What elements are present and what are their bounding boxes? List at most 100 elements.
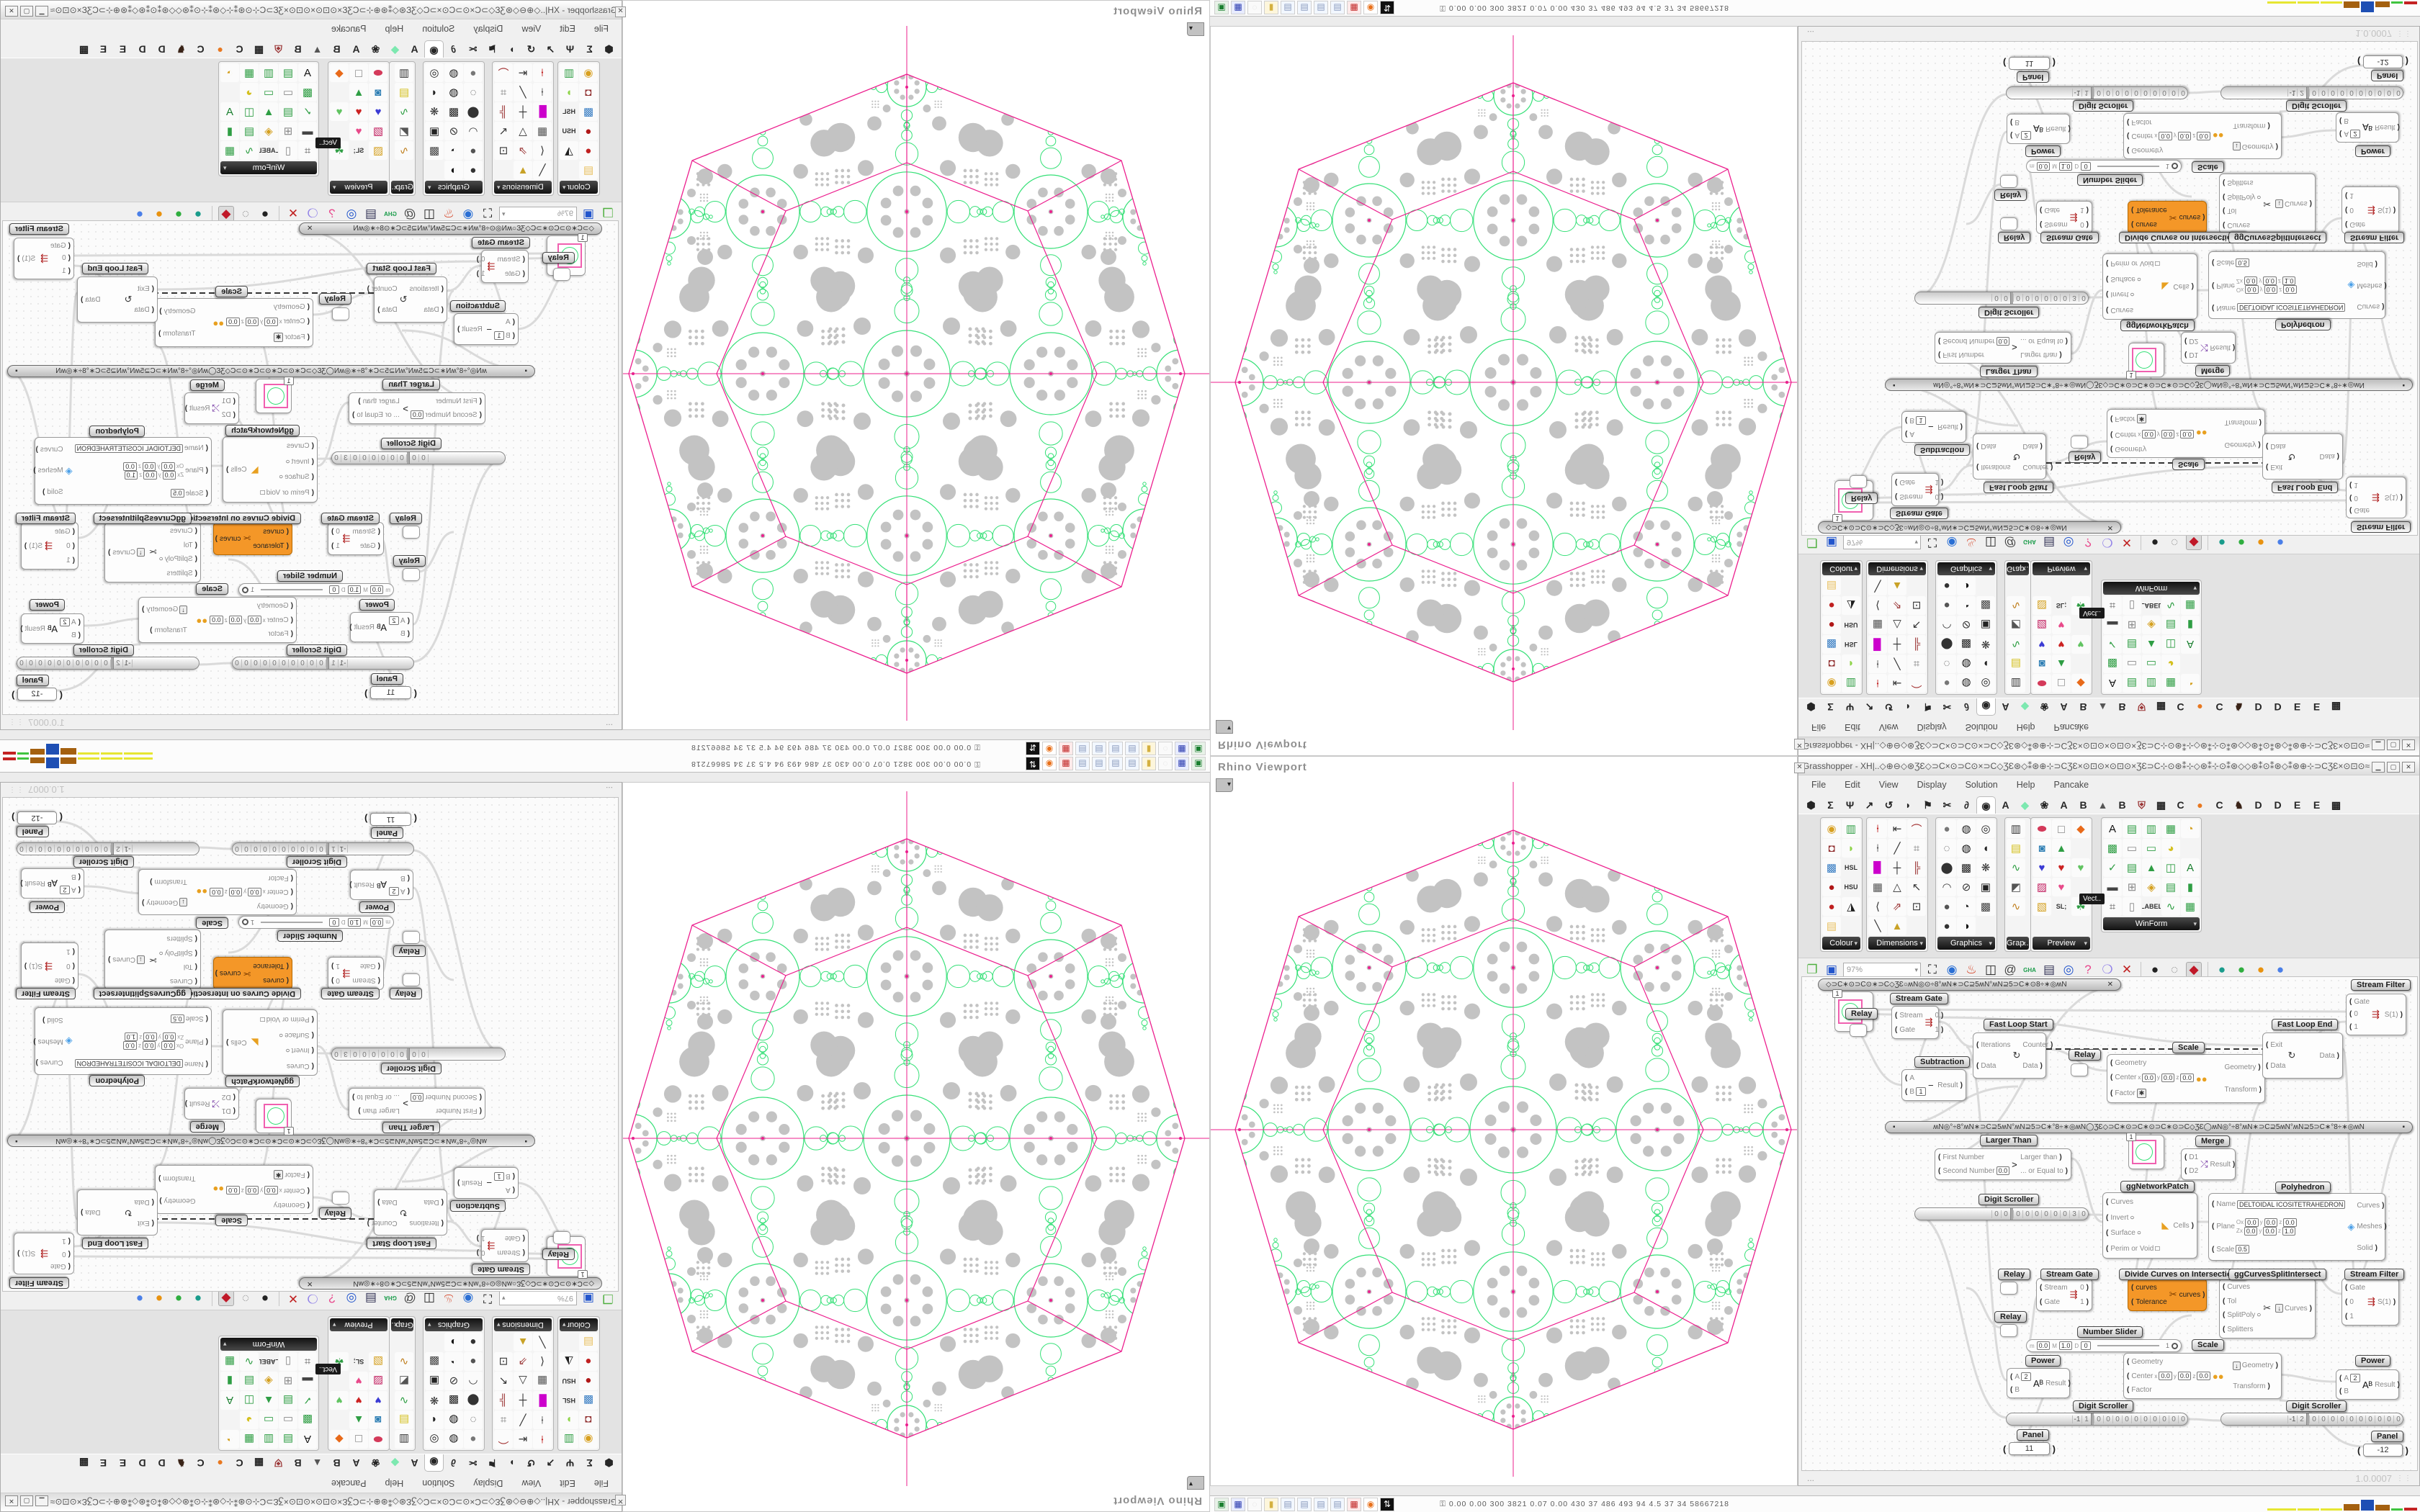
scroller-digit[interactable]: 0 xyxy=(83,659,92,667)
component-icon[interactable]: ⊡ xyxy=(494,1352,513,1371)
component-icon[interactable]: ▤ xyxy=(240,1372,259,1390)
node-output[interactable]: Transform xyxy=(2233,1382,2278,1390)
slider-value-box[interactable]: 0 xyxy=(2081,1341,2092,1350)
component-icon[interactable]: ◔ xyxy=(444,1352,463,1371)
sphere-green-icon[interactable]: ● xyxy=(174,1292,183,1305)
arrows-app-icon[interactable]: ⇅ xyxy=(1380,1497,1394,1511)
component-icon[interactable]: ● xyxy=(1822,878,1841,896)
node-stream_filter2[interactable]: Gate01⇶S(1) xyxy=(21,942,79,990)
plane-value-box[interactable]: 0.0 xyxy=(2244,276,2258,286)
scroller-digit[interactable]: 3 xyxy=(2069,1210,2079,1218)
node-label-stream_filter2[interactable]: Stream Filter xyxy=(15,513,76,524)
component-icon[interactable]: ⌗ xyxy=(494,83,513,102)
palette-label-colour[interactable]: Colour xyxy=(1822,937,1860,950)
node-input[interactable]: SplitPoly○ xyxy=(159,949,197,957)
firefox-icon[interactable]: ◉ xyxy=(1363,1,1378,15)
scroller-thumb[interactable] xyxy=(111,843,114,855)
menu-pancake[interactable]: Pancake xyxy=(2053,722,2089,733)
component-icon[interactable]: ◈ xyxy=(2142,616,2161,634)
scroller-digit[interactable]: 0 xyxy=(2079,294,2088,302)
component-icon[interactable]: ◘ xyxy=(1822,839,1841,858)
component-icon[interactable]: ▣ xyxy=(425,122,444,140)
node-output[interactable]: Data xyxy=(367,306,397,314)
component-icon[interactable]: ♥ xyxy=(2052,616,2071,634)
tab-mesh[interactable]: ⚑ xyxy=(1923,701,1932,713)
scroller-thumb[interactable] xyxy=(407,452,410,464)
node-label-stream_gate1[interactable]: Stream Gate xyxy=(1890,508,1948,519)
node-input[interactable]: First Number xyxy=(1938,1153,2009,1161)
terminal-icon[interactable]: ▣ xyxy=(1191,741,1206,755)
node-output[interactable]: Transform xyxy=(2224,418,2262,426)
node-power1[interactable]: A2BAᴮResult xyxy=(350,870,413,900)
plane-value-box[interactable]: 0.0 xyxy=(142,1041,156,1050)
plane-value-box[interactable]: 0.0 xyxy=(161,1041,175,1050)
scroller-digit[interactable]: 0 xyxy=(27,659,36,667)
component-icon[interactable]: ▲ xyxy=(259,1391,278,1410)
node-label-ggnetworkpatch[interactable]: ggNetworkPatch xyxy=(2120,1181,2195,1192)
tab-e-plugin[interactable]: E xyxy=(2293,701,2301,713)
node-label-ds_left[interactable]: Digit Scroller xyxy=(286,644,347,656)
folder-icon[interactable]: ▮ xyxy=(1264,1,1278,15)
scale-value-box[interactable]: 0.5 xyxy=(2236,1245,2249,1254)
node-stream_filter2[interactable]: Gate01⇶S(1) xyxy=(2341,186,2399,234)
value-box[interactable]: 2 xyxy=(59,618,70,627)
node-output[interactable]: 0 xyxy=(331,528,340,536)
component-icon[interactable]: ● xyxy=(1937,819,1956,838)
component-icon[interactable]: ● xyxy=(464,1333,483,1351)
value-box[interactable]: 0.0 xyxy=(2177,132,2192,140)
component-icon[interactable]: △ xyxy=(1888,616,1906,634)
component-icon[interactable]: ☘ xyxy=(2071,897,2090,916)
node-output[interactable]: ↓ Curves xyxy=(108,955,145,964)
palette-label-graphics[interactable]: Graphics xyxy=(425,181,483,194)
node-input[interactable]: Stream xyxy=(352,977,380,985)
node-input[interactable]: B xyxy=(2339,117,2360,125)
relay-node[interactable] xyxy=(403,931,420,944)
component-icon[interactable]: ◮ xyxy=(560,1352,578,1371)
component-icon[interactable]: ◔ xyxy=(1957,596,1976,615)
node-output[interactable]: Result xyxy=(2210,1161,2236,1169)
node-input[interactable]: A xyxy=(1905,430,1926,438)
node-input[interactable]: Geometry xyxy=(2110,445,2194,453)
component-icon[interactable]: ▥ xyxy=(259,63,278,82)
scroller-digit[interactable]: 0 xyxy=(2318,89,2328,97)
value-box[interactable]: 2 xyxy=(2021,130,2032,140)
component-icon[interactable]: ◗ xyxy=(560,83,578,102)
sphere-dark-icon[interactable]: ● xyxy=(261,1292,269,1305)
tab-e-plugin[interactable]: E xyxy=(2313,799,2321,811)
plane-value-box[interactable]: 1.0 xyxy=(2282,1226,2296,1236)
node-output[interactable]: Result xyxy=(20,625,45,633)
component-icon[interactable]: ◍ xyxy=(1957,839,1976,858)
scroller-digit[interactable]: 0 xyxy=(2051,1210,2060,1218)
tab-▩-plugin[interactable]: ▩ xyxy=(79,43,89,55)
scroller-thumb[interactable] xyxy=(111,657,114,669)
node-input[interactable]: Curves xyxy=(261,1062,314,1070)
palette-label-winform[interactable]: WinForm xyxy=(220,1338,317,1351)
plane-value-box[interactable]: 0.0 xyxy=(2245,1218,2259,1227)
component-icon[interactable]: ♥ xyxy=(2071,635,2090,654)
component-icon[interactable]: ◠ xyxy=(1937,878,1956,896)
component-icon[interactable]: A xyxy=(2181,858,2200,877)
tab-a-plugin[interactable]: A xyxy=(2060,799,2068,811)
node-input[interactable]: A xyxy=(1905,1074,1926,1082)
component-icon[interactable]: ◌ xyxy=(1937,654,1956,673)
node-input[interactable]: Tol xyxy=(2223,207,2261,215)
node-label-merge[interactable]: Merge xyxy=(2195,1135,2231,1147)
node-divide_curves[interactable]: curvesTolerance✂curves xyxy=(210,514,292,555)
scroller-digit[interactable]: 0 xyxy=(2365,1415,2375,1423)
tab-maths[interactable]: Σ xyxy=(1827,799,1834,811)
node-input[interactable]: Iterations xyxy=(410,1219,444,1227)
node-label-stream_gate2[interactable]: Stream Gate xyxy=(321,988,380,999)
component-icon[interactable]: ⌗ xyxy=(2103,897,2122,916)
component-icon[interactable]: ⬤ xyxy=(1937,858,1956,877)
node-output[interactable]: Transform xyxy=(2233,122,2278,130)
close-button[interactable]: ✕ xyxy=(5,5,18,17)
scroller-digit[interactable]: 0 xyxy=(351,454,360,462)
node-subtraction[interactable]: AB1−Result xyxy=(1901,1069,1966,1101)
finder-icon[interactable]: ◎ xyxy=(2063,963,2074,976)
node-label-scale1[interactable]: Scale xyxy=(215,1215,248,1226)
tab-surface[interactable]: ◗ xyxy=(1905,701,1912,713)
